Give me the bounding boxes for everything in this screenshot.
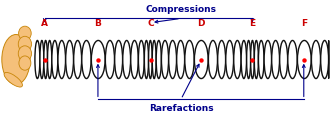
Ellipse shape [19,56,31,70]
Ellipse shape [195,40,208,79]
Ellipse shape [241,40,247,79]
Ellipse shape [35,40,40,79]
Ellipse shape [280,40,288,79]
Ellipse shape [297,40,311,79]
Text: E: E [249,19,255,28]
Ellipse shape [247,40,251,79]
Ellipse shape [152,40,156,79]
Ellipse shape [226,40,234,79]
Ellipse shape [272,40,280,79]
Ellipse shape [234,40,241,79]
Ellipse shape [208,40,217,79]
Text: B: B [95,19,101,28]
Ellipse shape [138,40,144,79]
Ellipse shape [66,40,73,79]
Ellipse shape [74,40,82,79]
Ellipse shape [218,40,226,79]
Ellipse shape [156,40,161,79]
Ellipse shape [131,40,138,79]
Ellipse shape [288,40,297,79]
Ellipse shape [169,40,177,79]
Text: Compressions: Compressions [145,5,216,14]
Ellipse shape [254,40,258,79]
Ellipse shape [161,40,169,79]
Ellipse shape [149,40,152,79]
Ellipse shape [264,40,272,79]
Text: D: D [197,19,205,28]
Ellipse shape [185,40,194,79]
Ellipse shape [311,40,320,79]
Ellipse shape [144,40,148,79]
Ellipse shape [258,40,264,79]
Ellipse shape [321,40,329,79]
Ellipse shape [82,40,91,79]
Ellipse shape [115,40,123,79]
Ellipse shape [105,40,115,79]
Ellipse shape [18,46,32,61]
Ellipse shape [18,36,32,52]
Ellipse shape [123,40,130,79]
Ellipse shape [251,40,254,79]
Ellipse shape [44,40,47,79]
Ellipse shape [40,40,44,79]
Ellipse shape [2,35,30,84]
Ellipse shape [177,40,185,79]
Text: C: C [148,19,154,28]
Ellipse shape [47,40,52,79]
Ellipse shape [4,72,23,87]
Ellipse shape [58,40,65,79]
Ellipse shape [19,26,31,40]
Text: A: A [41,19,48,28]
Ellipse shape [52,40,58,79]
Text: Rarefactions: Rarefactions [149,104,213,113]
Text: F: F [301,19,307,28]
Ellipse shape [91,40,105,79]
